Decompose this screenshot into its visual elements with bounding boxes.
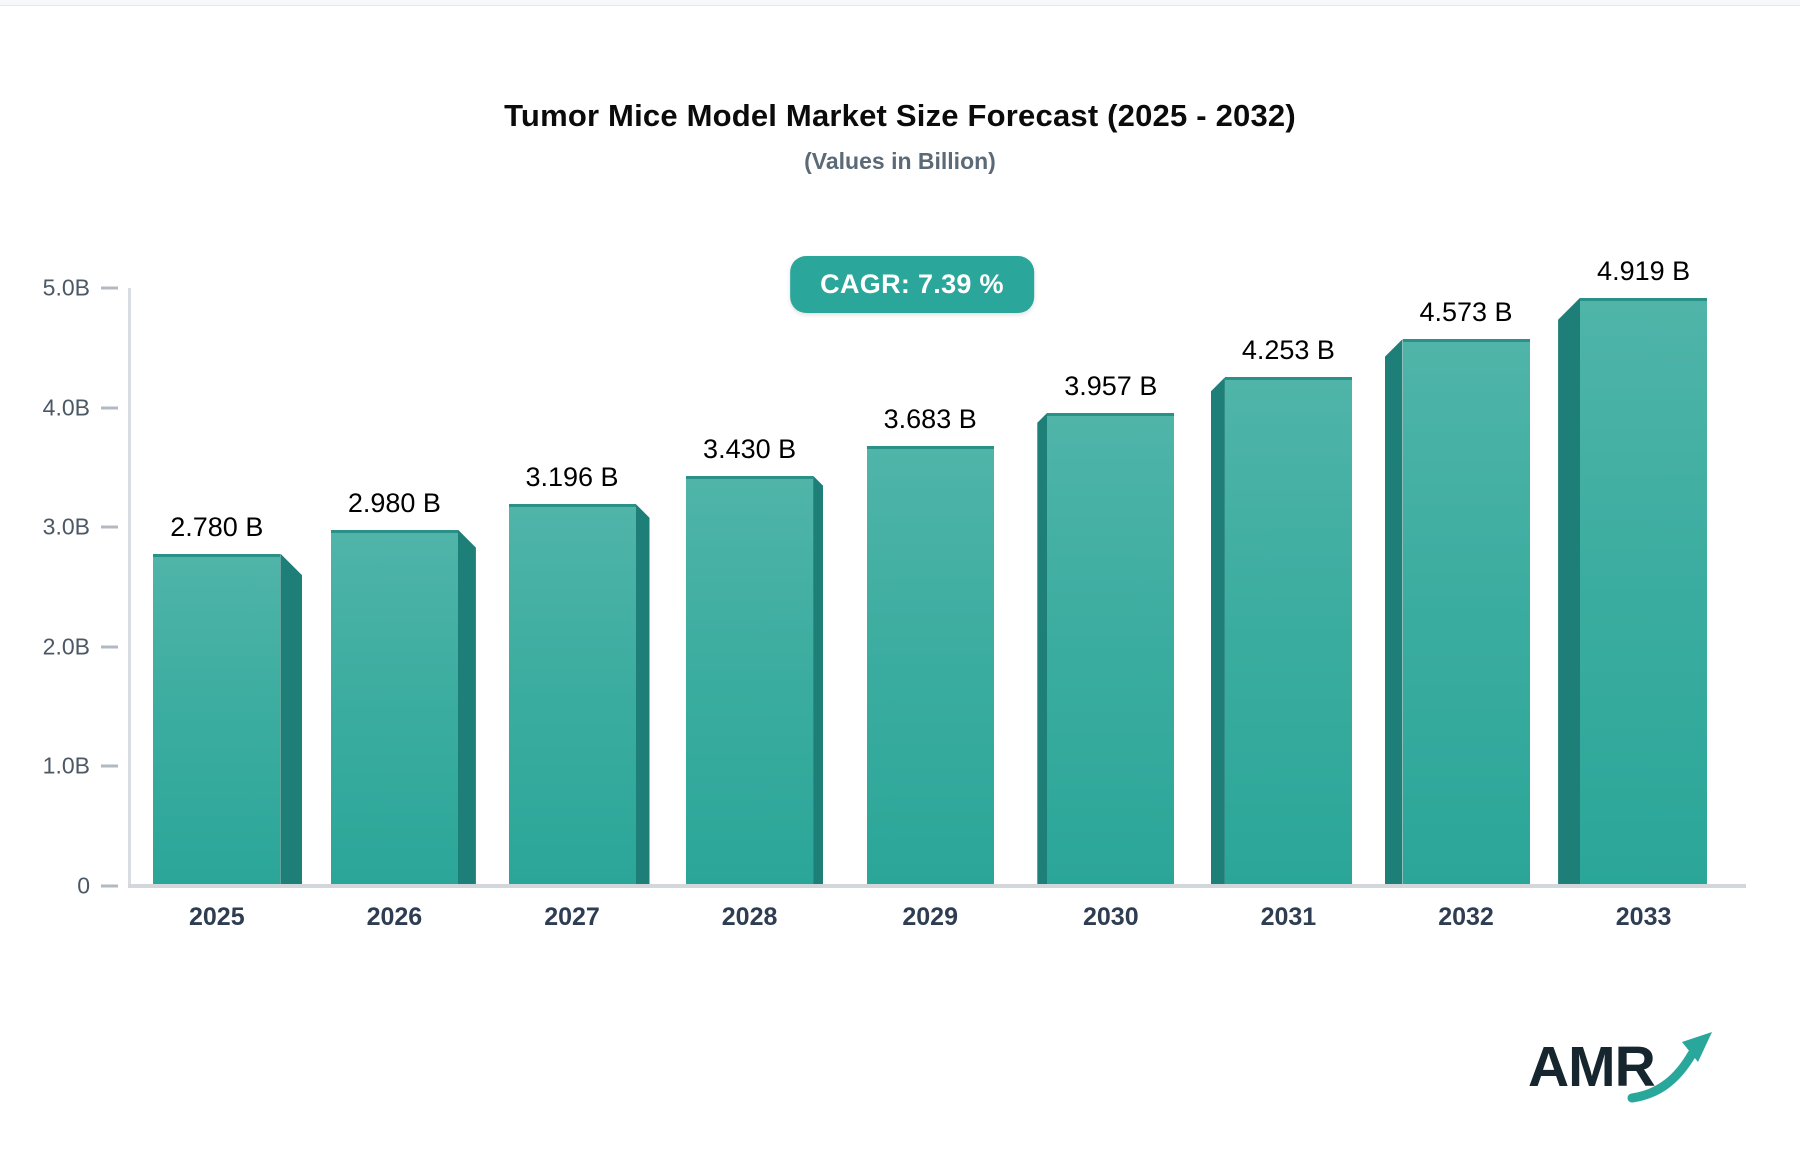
x-axis-tick-label: 2029 <box>902 903 958 931</box>
bar-value-label: 4.573 B <box>1419 297 1513 328</box>
chart-subtitle: (Values in Billion) <box>804 148 996 174</box>
bar <box>866 445 994 886</box>
y-axis-tick-label: 1.0B <box>42 752 90 779</box>
bar-value-label: 4.253 B <box>1241 335 1335 366</box>
bar-3d-side <box>1037 412 1048 886</box>
bar-3d-side <box>1558 297 1581 886</box>
cagr-badge: CAGR: 7.39 % <box>790 256 1034 313</box>
x-axis-tick-label: 2031 <box>1260 903 1317 931</box>
bar-3d-side <box>280 553 303 886</box>
y-axis-line <box>128 288 131 886</box>
bar-value-label: 3.957 B <box>1064 370 1158 401</box>
x-axis-tick-label: 2025 <box>188 903 245 931</box>
bar-3d-side <box>1210 377 1225 886</box>
x-axis-tick-label: 2033 <box>1615 903 1672 931</box>
bar <box>1580 297 1708 886</box>
y-axis-tick-label: 5.0B <box>42 274 90 301</box>
x-axis-line <box>128 884 1746 888</box>
bar <box>508 503 636 886</box>
bar <box>1402 339 1530 886</box>
x-axis-tick-label: 2026 <box>366 903 423 931</box>
y-axis-tick-label: 3.0B <box>42 513 90 540</box>
bar-value-label: 3.430 B <box>703 433 797 464</box>
y-axis-tick-mark <box>101 406 118 410</box>
y-axis-tick-mark <box>101 286 118 290</box>
bar-3d-side <box>457 529 476 886</box>
bar-value-label: 4.919 B <box>1597 255 1691 286</box>
bar-value-label: 2.780 B <box>170 511 264 542</box>
chart-title: Tumor Mice Model Market Size Forecast (2… <box>504 98 1296 133</box>
bar-value-label: 3.196 B <box>525 461 619 492</box>
bar <box>153 553 281 886</box>
amr-logo: AMR <box>1528 1030 1718 1110</box>
y-axis-tick-label: 4.0B <box>42 394 90 421</box>
x-axis-tick-label: 2028 <box>721 903 778 931</box>
bar-3d-side <box>813 475 824 886</box>
bar <box>1047 412 1175 886</box>
bar <box>330 529 458 886</box>
amr-logo-text: AMR <box>1528 1035 1656 1099</box>
page-top-border <box>0 0 1800 6</box>
x-axis-tick-label: 2027 <box>544 903 600 931</box>
bar-3d-side <box>635 503 650 886</box>
y-axis-tick-mark <box>101 645 118 649</box>
y-axis-tick-mark <box>101 764 118 768</box>
y-axis-tick-mark <box>101 884 118 888</box>
x-axis-tick-label: 2030 <box>1082 903 1139 931</box>
bar-value-label: 3.683 B <box>883 403 977 434</box>
bar <box>686 475 814 886</box>
x-axis-tick-label: 2032 <box>1438 903 1494 931</box>
bar <box>1224 377 1352 886</box>
y-axis-tick-label: 2.0B <box>42 633 90 660</box>
bar-3d-side <box>1384 339 1403 886</box>
y-axis-tick-mark <box>101 525 118 529</box>
y-axis-tick-label: 0 <box>77 872 90 899</box>
trend-up-arrow-icon <box>1627 1032 1712 1103</box>
bar-value-label: 2.980 B <box>347 487 441 518</box>
